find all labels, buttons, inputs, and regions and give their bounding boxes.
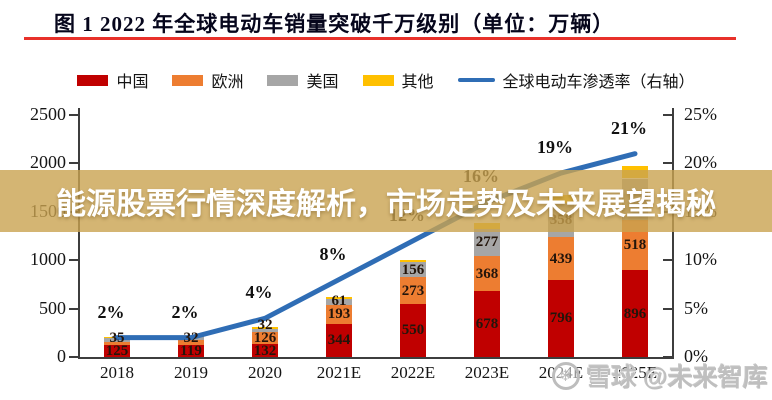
legend-swatch-icon	[172, 74, 204, 86]
penetration-rate-label: 21%	[611, 117, 647, 138]
legend-label: 美国	[306, 74, 339, 91]
penetration-rate-label: 2%	[171, 301, 199, 322]
legend-item-中国: 中国	[77, 68, 148, 92]
left-axis-tick	[69, 162, 78, 165]
chart-legend: 中国 欧洲 美国 其他 全球电动车渗透率（右轴）	[0, 68, 772, 92]
left-axis-tick-label: 2500	[30, 104, 66, 124]
bar-value-label: 796	[549, 310, 573, 327]
title-underline	[24, 37, 736, 40]
bar-value-label: 368	[475, 265, 499, 282]
bar-value-label: 125	[105, 342, 129, 359]
bar-2019-china	[178, 345, 204, 357]
left-axis-tick	[69, 114, 78, 116]
penetration-rate-label: 8%	[319, 243, 347, 264]
right-axis-tick	[663, 162, 672, 165]
bar-2018-europe	[104, 341, 130, 345]
bottom-axis-line	[78, 357, 674, 359]
bar-value-label: 518	[623, 237, 647, 254]
left-axis-tick-label: 1000	[30, 249, 66, 270]
bar-value-label: 277	[475, 234, 499, 251]
bar-value-label: 896	[623, 305, 647, 322]
x-axis-label: 2025E	[612, 363, 658, 382]
left-axis-line	[78, 108, 80, 357]
right-axis-tick-label: 5%	[684, 297, 708, 318]
bar-value-label: 35	[109, 329, 125, 346]
legend-label: 其他	[401, 74, 434, 91]
x-axis-label: 2021E	[316, 363, 362, 382]
penetration-rate-label: 4%	[245, 282, 273, 303]
right-axis-tick	[663, 307, 672, 310]
left-axis-tick-label: 500	[39, 297, 66, 318]
legend-swatch-icon	[267, 74, 299, 86]
left-axis-tick-label: 0	[57, 346, 66, 366]
overlay-banner-text: 能源股票行情深度解析，市场走势及未来展望揭秘	[56, 188, 716, 221]
legend-label: 中国	[116, 74, 149, 91]
left-axis-tick	[69, 307, 78, 310]
x-axis-label: 2019	[174, 363, 208, 382]
left-axis-tick	[69, 356, 78, 358]
legend-label: 全球电动车渗透率（右轴）	[502, 74, 695, 91]
right-axis-tick	[663, 259, 672, 262]
watermark-site: 雪球	[586, 364, 637, 392]
bar-value-label: 61	[331, 293, 347, 310]
overlay-banner: 能源股票行情深度解析，市场走势及未来展望揭秘	[0, 170, 772, 232]
legend-swatch-icon	[362, 74, 394, 86]
bar-value-label: 273	[401, 282, 425, 299]
x-axis-label: 2018	[100, 363, 134, 382]
legend-swatch-icon	[77, 74, 109, 86]
bar-value-label: 32	[183, 330, 199, 347]
right-axis-tick	[663, 114, 672, 116]
legend-item-全球电动车渗透率（右轴）: 全球电动车渗透率（右轴）	[457, 68, 695, 92]
right-axis-line	[672, 108, 674, 357]
right-axis-tick	[663, 356, 672, 358]
watermark-handle: @未来智库	[643, 364, 768, 392]
watermark: ❄ 雪球 @未来智库	[551, 358, 768, 394]
bar-2020-china	[252, 344, 278, 357]
right-axis-tick-label: 10%	[684, 249, 717, 270]
bar-value-label: 156	[401, 261, 425, 278]
figure-title: 图 1 2022 年全球电动车销量突破千万级别（单位：万辆）	[54, 12, 615, 36]
bar-value-label: 32	[257, 316, 273, 333]
legend-item-欧洲: 欧洲	[172, 68, 243, 92]
legend-line-icon	[457, 78, 495, 82]
bar-2019-europe	[178, 340, 204, 346]
snowflake-circle-icon: ❄	[551, 362, 580, 390]
right-axis-tick-label: 0%	[684, 346, 708, 366]
legend-label: 欧洲	[211, 74, 244, 91]
penetration-rate-label: 2%	[97, 301, 125, 322]
x-axis-label: 2023E	[464, 363, 510, 382]
legend-item-美国: 美国	[267, 68, 339, 92]
right-axis-tick-label: 25%	[684, 104, 717, 124]
bar-value-label: 439	[549, 250, 573, 267]
left-axis-tick	[69, 259, 78, 262]
legend-item-其他: 其他	[362, 68, 434, 92]
bar-value-label: 132	[253, 342, 277, 359]
left-axis-tick-label: 2000	[30, 152, 66, 173]
penetration-rate-label: 19%	[537, 137, 573, 158]
x-axis-label: 2020	[248, 363, 282, 382]
bar-value-label: 678	[475, 316, 499, 333]
bar-2018-china	[104, 344, 130, 357]
right-axis-tick-label: 20%	[684, 152, 717, 173]
x-axis-label: 2022E	[390, 363, 436, 382]
bar-value-label: 119	[180, 343, 202, 360]
bar-value-label: 550	[401, 322, 425, 339]
bar-value-label: 344	[327, 332, 351, 349]
